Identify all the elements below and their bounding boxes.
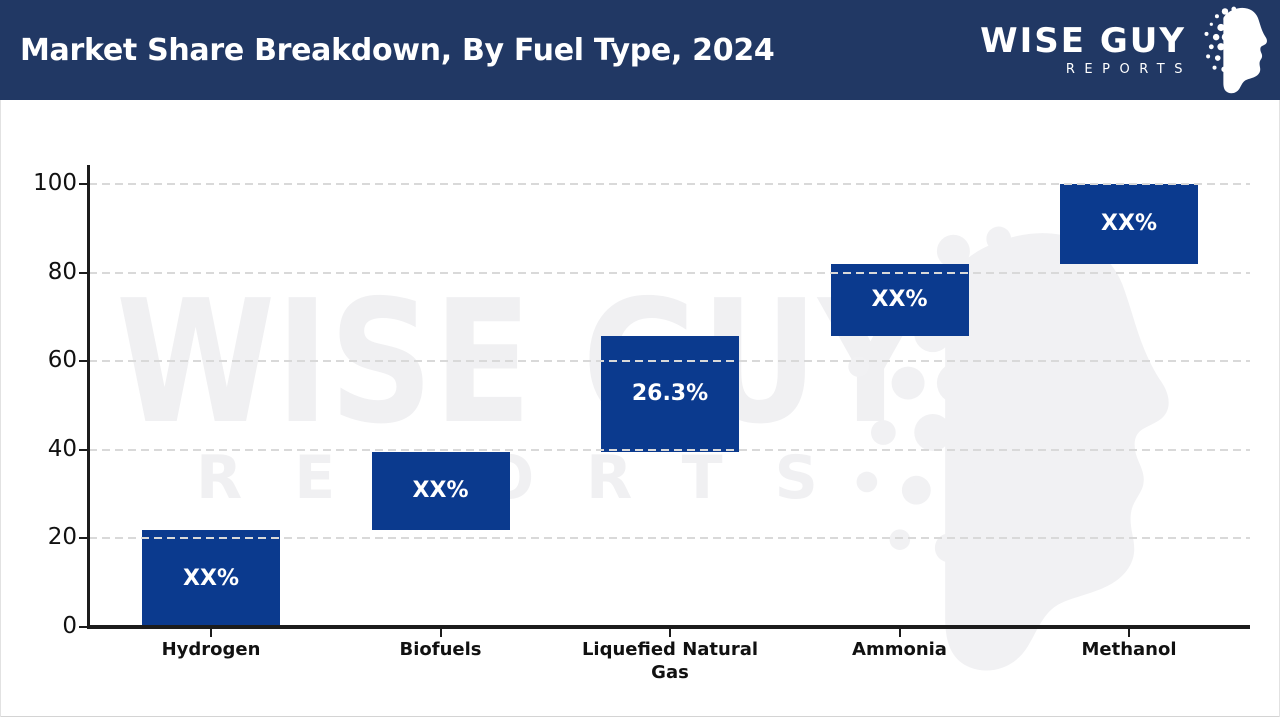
y-tick-80	[79, 271, 87, 274]
bar-value-label: XX%	[412, 478, 469, 504]
x-tick-4	[1128, 629, 1130, 637]
y-tick-label-0: 0	[62, 613, 77, 639]
x-category-label-1: Biofuels	[399, 639, 482, 660]
y-tick-40	[79, 448, 87, 451]
y-tick-label-100: 100	[33, 170, 77, 196]
x-tick-3	[898, 629, 901, 637]
brand-wordmark: WISE GUY REPORTS	[980, 24, 1186, 76]
x-tick-0	[210, 629, 212, 637]
gridline-40	[89, 448, 1250, 451]
y-tick-label-40: 40	[47, 435, 77, 462]
wiseguy-head-icon	[1204, 6, 1267, 94]
brand-logo: WISE GUY REPORTS	[980, 4, 1270, 96]
bar-value-label: XX%	[1101, 211, 1157, 237]
x-category-label-2: Liquefied Natural Gas	[581, 639, 759, 683]
y-tick-60	[79, 360, 87, 363]
gridline-100	[89, 183, 1250, 185]
bar-value-label: 26.3%	[631, 381, 709, 407]
header-bar: Market Share Breakdown, By Fuel Type, 20…	[0, 0, 1280, 100]
bar-value-label: XX%	[871, 287, 928, 313]
x-category-label-3: Ammonia	[852, 639, 947, 660]
bar-hydrogen: XX%	[142, 529, 280, 627]
x-tick-2	[669, 629, 671, 637]
y-tick-100	[79, 183, 87, 185]
bar-biofuels: XX%	[371, 452, 510, 530]
brand-subtitle: REPORTS	[1065, 62, 1192, 77]
brand-name: WISE GUY	[980, 21, 1186, 61]
y-tick-label-20: 20	[47, 524, 77, 551]
y-tick-20	[79, 537, 87, 540]
x-tick-1	[439, 629, 442, 637]
gridline-20	[89, 537, 1250, 540]
bar-methanol: XX%	[1060, 184, 1198, 264]
page-left-border	[0, 100, 1, 717]
y-tick-0	[79, 626, 87, 628]
bar-value-label: XX%	[183, 565, 239, 591]
x-axis-line	[87, 625, 1250, 629]
bar-liquefied-natural-gas: 26.3%	[601, 335, 739, 452]
bar-ammonia: XX%	[830, 263, 969, 336]
y-tick-label-60: 60	[47, 347, 77, 374]
x-category-label-0: Hydrogen	[161, 639, 261, 660]
gridline-80	[89, 271, 1250, 274]
y-tick-label-80: 80	[47, 258, 77, 285]
page-title: Market Share Breakdown, By Fuel Type, 20…	[20, 32, 775, 68]
x-category-label-4: Methanol	[1081, 639, 1177, 660]
y-axis-line	[87, 165, 90, 629]
page-bottom-border	[0, 716, 1280, 717]
chart-plot-area: 0 20 40 60 80 100 XX% XX% 26.3% XX% XX% Hydrogen Bio…	[0, 100, 1280, 717]
gridline-60	[89, 360, 1250, 363]
